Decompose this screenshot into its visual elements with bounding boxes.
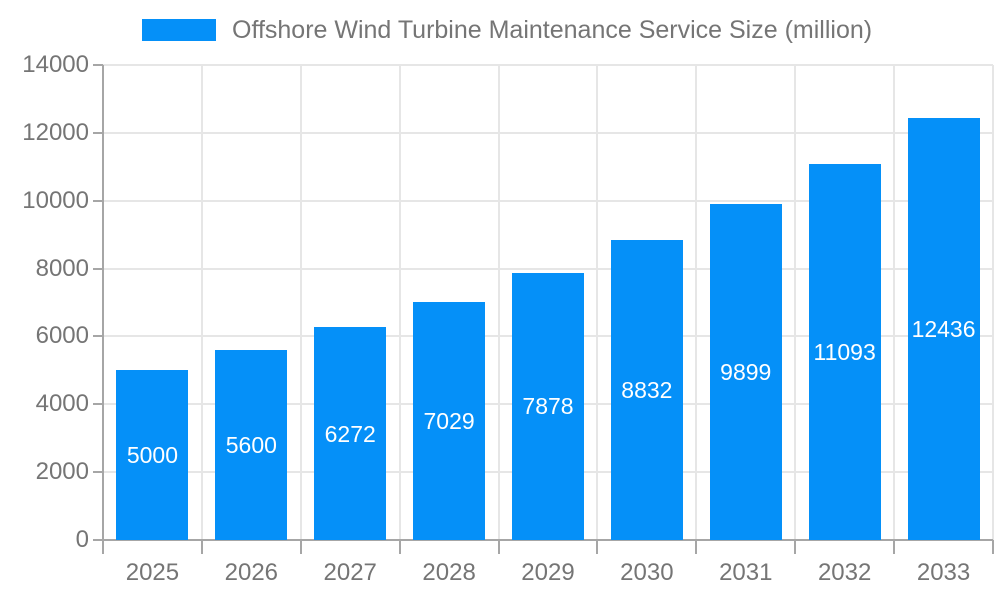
x-axis-tick (695, 540, 698, 554)
bar-2031[interactable] (709, 204, 782, 540)
x-axis-label: 2026 (224, 559, 279, 586)
y-axis-label: 4000 (35, 390, 89, 418)
bar-value-label: 11093 (813, 338, 876, 365)
y-axis-label: 2000 (35, 458, 89, 486)
bar-2027[interactable] (314, 327, 387, 540)
x-axis-tick (893, 540, 896, 554)
y-axis-label: 12000 (22, 118, 89, 146)
y-axis-tick (93, 267, 103, 270)
x-axis-label: 2028 (422, 559, 476, 586)
x-axis-tick (398, 540, 401, 554)
legend-swatch[interactable] (142, 19, 216, 41)
gridline-vertical (398, 65, 401, 540)
x-axis-tick (992, 540, 994, 554)
legend-label: Offshore Wind Turbine Maintenance Servic… (232, 16, 873, 44)
x-axis-tick (497, 540, 500, 554)
gridline-vertical (200, 65, 203, 540)
x-axis-label: 2030 (620, 559, 674, 586)
gridline-vertical (794, 65, 797, 540)
x-axis-label: 2031 (719, 559, 773, 586)
bar-value-label: 7878 (522, 393, 574, 420)
bar-value-label: 6272 (324, 420, 376, 447)
y-axis-label: 14000 (22, 51, 89, 78)
bar-2028[interactable] (413, 301, 486, 540)
y-axis-label: 10000 (22, 186, 89, 214)
y-axis-tick (93, 335, 103, 338)
x-axis-tick (299, 540, 302, 554)
y-axis-tick (93, 403, 103, 406)
bar-value-label: 12436 (911, 316, 976, 343)
y-axis-label: 0 (75, 526, 89, 553)
bar-value-label: 9899 (720, 359, 772, 386)
x-axis-tick (596, 540, 599, 554)
gridline-vertical (893, 65, 896, 540)
gridline-vertical (497, 65, 500, 540)
bar-2032[interactable] (808, 163, 881, 540)
y-axis-line (102, 65, 104, 554)
gridline-vertical (299, 65, 302, 540)
y-axis-tick (93, 64, 103, 66)
x-axis-label: 2025 (125, 559, 180, 586)
y-axis-tick (93, 471, 103, 474)
bar-value-label: 5600 (225, 432, 277, 458)
x-axis-label: 2033 (916, 559, 971, 586)
bar-value-label: 7029 (423, 407, 475, 434)
x-axis-label: 2029 (521, 559, 575, 586)
gridline-horizontal (103, 267, 993, 270)
bar-2025[interactable] (116, 370, 189, 540)
y-axis-label: 8000 (35, 254, 89, 282)
bar-2033[interactable] (907, 118, 980, 540)
bar-2030[interactable] (610, 240, 683, 540)
gridline-vertical (596, 65, 599, 540)
bar-value-label: 5000 (126, 442, 179, 469)
y-axis-tick (93, 199, 103, 202)
x-axis-tick (200, 540, 203, 554)
bar-value-label: 8832 (621, 377, 673, 404)
gridline-horizontal (103, 199, 993, 202)
gridline-horizontal (103, 131, 993, 134)
gridline-vertical (992, 65, 994, 540)
y-axis-tick (93, 131, 103, 134)
gridline-horizontal (103, 64, 993, 66)
x-axis-line (93, 539, 993, 541)
bar-2026[interactable] (215, 350, 288, 540)
gridline-vertical (695, 65, 698, 540)
y-axis-label: 6000 (35, 322, 89, 350)
x-axis-label: 2027 (323, 559, 377, 586)
bar-2029[interactable] (512, 272, 584, 540)
x-axis-label: 2032 (817, 559, 872, 586)
x-axis-tick (794, 540, 797, 554)
